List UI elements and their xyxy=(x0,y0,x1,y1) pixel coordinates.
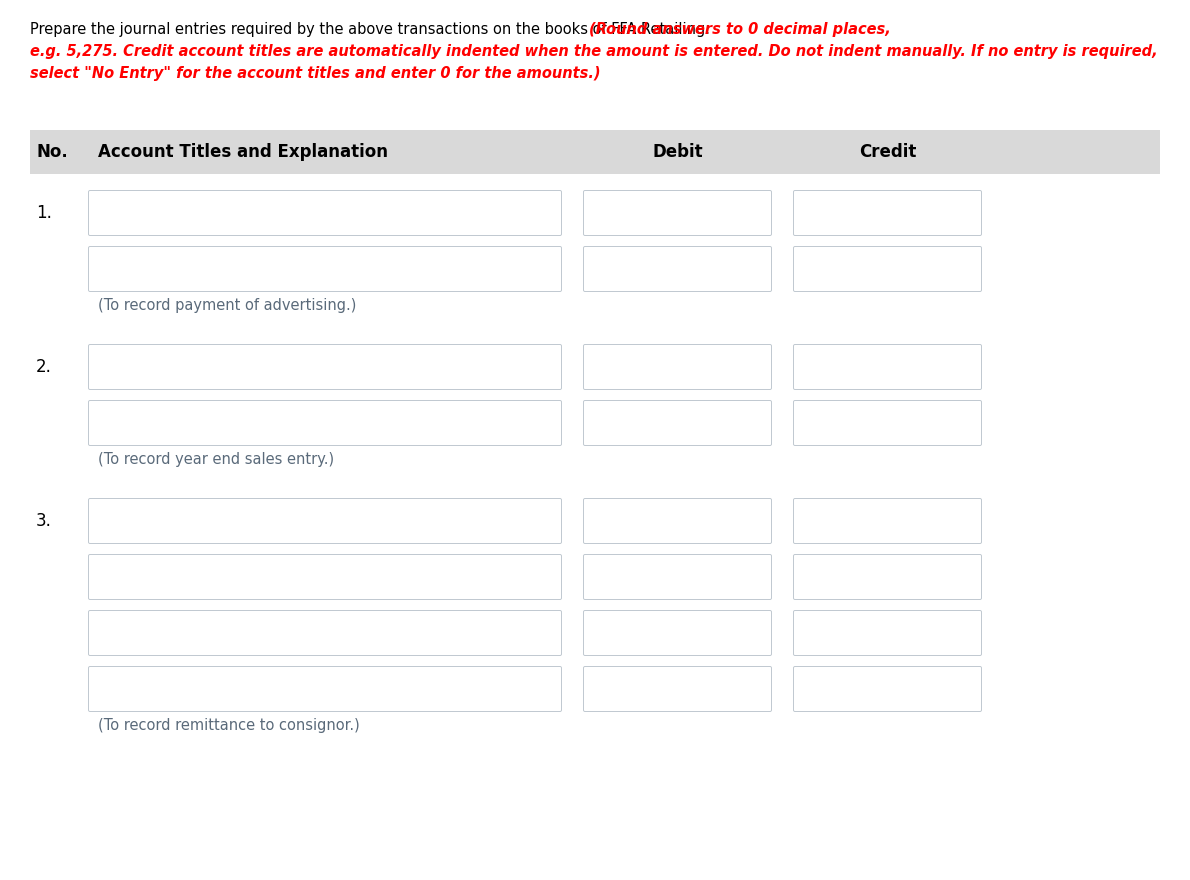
FancyBboxPatch shape xyxy=(88,611,562,656)
FancyBboxPatch shape xyxy=(794,190,982,236)
Text: e.g. 5,275. Credit account titles are automatically indented when the amount is : e.g. 5,275. Credit account titles are au… xyxy=(30,44,1158,59)
FancyBboxPatch shape xyxy=(583,554,771,599)
Text: No.: No. xyxy=(36,143,68,161)
FancyBboxPatch shape xyxy=(794,498,982,544)
FancyBboxPatch shape xyxy=(88,554,562,599)
Bar xyxy=(30,130,1160,174)
Text: Account Titles and Explanation: Account Titles and Explanation xyxy=(98,143,388,161)
Text: 2.: 2. xyxy=(36,358,52,376)
FancyBboxPatch shape xyxy=(794,554,982,599)
Text: (To record payment of advertising.): (To record payment of advertising.) xyxy=(98,298,356,313)
FancyBboxPatch shape xyxy=(88,666,562,712)
FancyBboxPatch shape xyxy=(794,246,982,291)
FancyBboxPatch shape xyxy=(583,666,771,712)
Text: Prepare the journal entries required by the above transactions on the books of F: Prepare the journal entries required by … xyxy=(30,22,715,37)
Text: (To record year end sales entry.): (To record year end sales entry.) xyxy=(98,452,334,467)
FancyBboxPatch shape xyxy=(583,498,771,544)
Text: (To record remittance to consignor.): (To record remittance to consignor.) xyxy=(98,718,359,733)
FancyBboxPatch shape xyxy=(583,190,771,236)
Text: (Round answers to 0 decimal places,: (Round answers to 0 decimal places, xyxy=(589,22,891,37)
FancyBboxPatch shape xyxy=(88,498,562,544)
Text: 1.: 1. xyxy=(36,204,52,222)
FancyBboxPatch shape xyxy=(583,400,771,445)
FancyBboxPatch shape xyxy=(88,246,562,291)
Text: 3.: 3. xyxy=(36,512,52,530)
FancyBboxPatch shape xyxy=(794,400,982,445)
FancyBboxPatch shape xyxy=(88,400,562,445)
FancyBboxPatch shape xyxy=(794,666,982,712)
Text: select "No Entry" for the account titles and enter 0 for the amounts.): select "No Entry" for the account titles… xyxy=(30,66,601,81)
FancyBboxPatch shape xyxy=(794,611,982,656)
FancyBboxPatch shape xyxy=(88,344,562,390)
FancyBboxPatch shape xyxy=(583,246,771,291)
FancyBboxPatch shape xyxy=(583,344,771,390)
FancyBboxPatch shape xyxy=(794,344,982,390)
FancyBboxPatch shape xyxy=(583,611,771,656)
Text: Debit: Debit xyxy=(652,143,703,161)
FancyBboxPatch shape xyxy=(88,190,562,236)
Text: Credit: Credit xyxy=(859,143,916,161)
